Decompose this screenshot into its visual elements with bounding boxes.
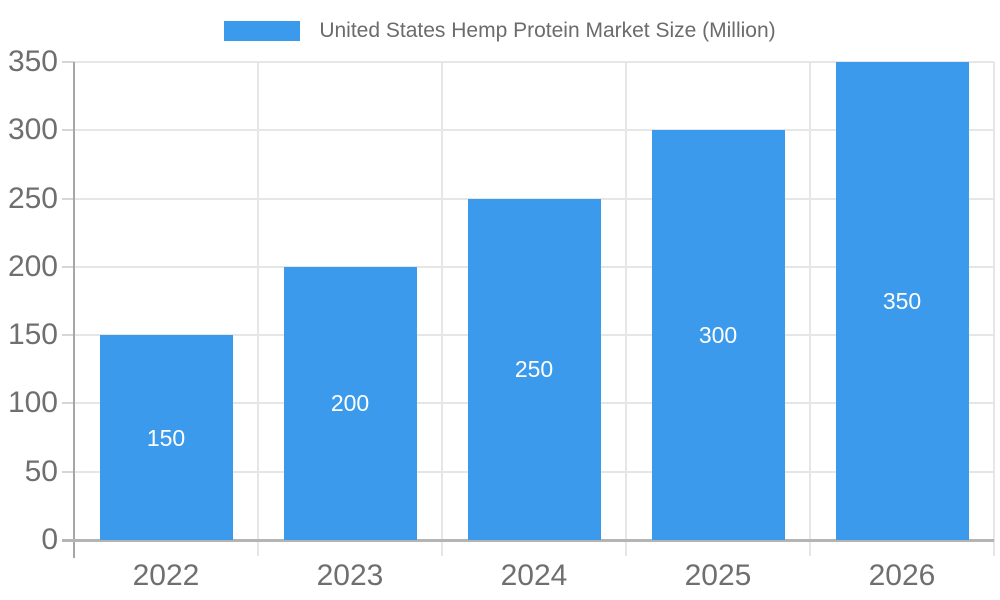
gridline-vertical	[257, 62, 259, 540]
bar-value-label: 250	[514, 356, 554, 383]
gridline-vertical	[993, 62, 995, 540]
x-axis-line	[62, 539, 994, 542]
y-axis-line	[73, 62, 75, 558]
x-axis-tick	[257, 540, 259, 556]
y-axis-tick-label: 0	[41, 523, 58, 556]
y-axis-tick	[62, 129, 74, 132]
bar-2026[interactable]	[835, 62, 969, 540]
bar-2023[interactable]	[283, 266, 417, 540]
gridline-horizontal	[74, 129, 994, 132]
x-axis-tick-label: 2026	[868, 559, 936, 592]
y-axis-tick-label: 50	[24, 454, 58, 488]
y-axis-tick-label: 150	[7, 318, 58, 352]
x-axis-tick-label: 2025	[684, 559, 752, 592]
gridline-vertical	[625, 62, 627, 540]
bar-value-label: 350	[882, 288, 922, 314]
y-axis-tick-label: 100	[7, 386, 58, 420]
y-axis-tick-label: 200	[7, 249, 58, 283]
gridline-vertical	[441, 62, 443, 540]
x-axis-tick	[993, 540, 995, 556]
gridline-vertical	[809, 62, 811, 540]
y-axis-tick-label: 300	[7, 113, 58, 147]
x-axis-tick	[441, 540, 443, 556]
x-axis-tick-label: 2023	[316, 559, 384, 592]
bar-2022[interactable]	[99, 335, 233, 540]
legend-swatch-icon	[224, 21, 301, 41]
bar-value-label: 200	[330, 390, 370, 417]
bar-value-label: 150	[146, 424, 186, 451]
legend[interactable]: United States Hemp Protein Market Size (…	[0, 17, 1000, 45]
y-axis-tick-label: 250	[7, 181, 58, 215]
y-axis-tick	[62, 334, 74, 337]
y-axis-tick	[62, 197, 74, 200]
bar-2024[interactable]	[467, 198, 601, 540]
bar-2025[interactable]	[651, 130, 785, 540]
y-axis-tick	[62, 265, 74, 268]
y-axis-tick	[62, 402, 74, 405]
y-axis-tick	[62, 470, 74, 473]
x-axis-tick	[625, 540, 627, 556]
x-axis-tick-label: 2024	[500, 559, 568, 592]
gridline-horizontal	[74, 61, 994, 63]
legend-label: United States Hemp Protein Market Size (…	[319, 19, 776, 42]
bar-value-label: 300	[698, 322, 738, 349]
y-axis-tick-label: 350	[7, 45, 58, 78]
x-axis-tick	[809, 540, 811, 556]
x-axis-tick-label: 2022	[132, 559, 200, 592]
y-axis-tick	[62, 61, 74, 63]
